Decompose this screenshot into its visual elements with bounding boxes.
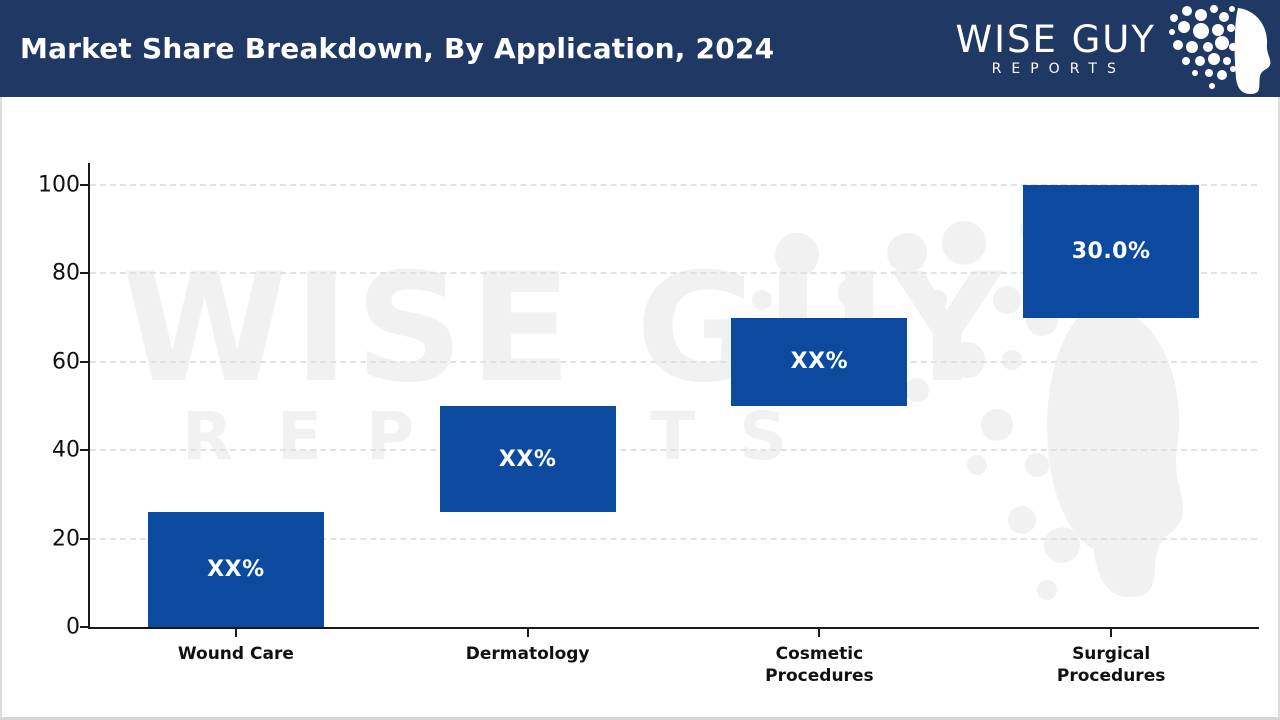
bar-value-label: 30.0% <box>1071 238 1151 264</box>
plot-area: 0 20 40 60 80 100 XX% Wound Care XX% Dermatology X… <box>2 97 1278 717</box>
y-axis-tick-mark <box>80 449 90 452</box>
logo-wordmark: WISE GUY <box>955 17 1156 61</box>
page-title: Market Share Breakdown, By Application, … <box>20 32 775 65</box>
x-axis-tick-mark <box>818 629 821 637</box>
y-axis-tick-label: 100 <box>38 172 80 198</box>
y-axis-tick-label: 40 <box>52 437 80 463</box>
x-axis-category-label: Dermatology <box>465 644 590 664</box>
y-axis-tick-mark <box>80 537 90 540</box>
y-axis-tick-label: 20 <box>52 526 80 552</box>
x-axis-tick-mark <box>526 629 529 637</box>
bar-dermatology: XX% <box>439 406 616 513</box>
x-axis-category-label: Cosmetic Procedures <box>765 644 874 687</box>
logo-text: WISE GUY REPORTS <box>956 21 1156 77</box>
gridline <box>90 184 1257 186</box>
y-axis-tick-mark <box>80 360 90 363</box>
y-axis-tick-mark <box>80 184 90 186</box>
x-axis-category-label: Wound Care <box>177 644 294 664</box>
y-axis-line <box>88 163 90 629</box>
x-axis-category-label: Surgical Procedures <box>1056 644 1166 687</box>
bar-wound-care: XX% <box>147 512 324 627</box>
y-axis-tick-mark <box>80 626 90 628</box>
wise-guy-reports-logo: WISE GUY REPORTS <box>956 2 1280 96</box>
gridline <box>90 360 1257 363</box>
logo-subtext: REPORTS <box>991 60 1126 77</box>
bar-value-label: XX% <box>790 349 849 375</box>
bar-surgical-procedures: 30.0% <box>1023 185 1200 318</box>
y-axis-tick-label: 80 <box>52 260 80 286</box>
gridline <box>90 537 1257 540</box>
bar-value-label: XX% <box>207 557 265 583</box>
y-axis-tick-mark <box>80 272 90 275</box>
y-axis-tick-label: 0 <box>66 614 80 640</box>
bar-cosmetic-procedures: XX% <box>731 317 908 406</box>
header-bar: Market Share Breakdown, By Application, … <box>0 0 1280 97</box>
bar-value-label: XX% <box>498 446 557 472</box>
x-axis-line <box>88 627 1259 629</box>
gridline <box>90 272 1257 275</box>
x-axis-tick-mark <box>1110 629 1113 637</box>
logo-face-dots-icon <box>1169 4 1271 94</box>
gridline <box>90 449 1257 452</box>
y-axis-tick-label: 60 <box>52 349 80 375</box>
x-axis-tick-mark <box>234 629 237 637</box>
